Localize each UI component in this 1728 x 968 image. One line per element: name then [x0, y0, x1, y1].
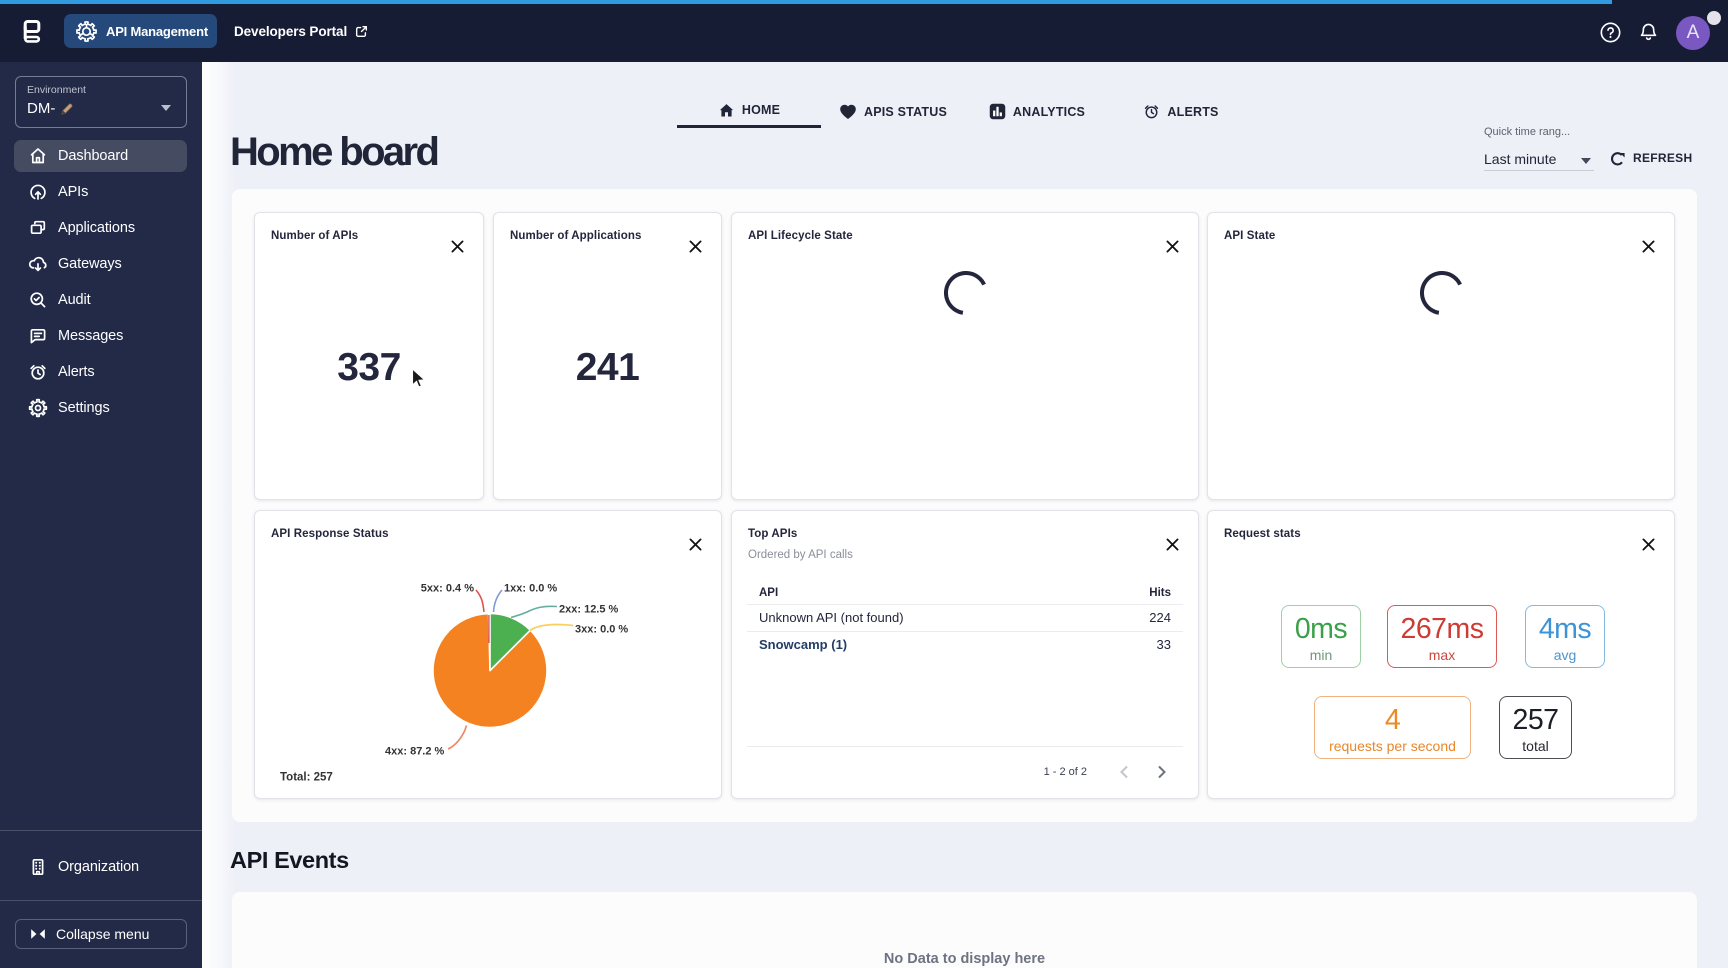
svg-text:1xx: 0.0 %: 1xx: 0.0 % — [504, 583, 557, 595]
svg-text:5xx: 0.4 %: 5xx: 0.4 % — [421, 583, 474, 595]
svg-text:2xx: 12.5 %: 2xx: 12.5 % — [559, 604, 619, 616]
svg-text:4xx: 87.2 %: 4xx: 87.2 % — [385, 746, 445, 758]
svg-text:Total: 257: Total: 257 — [280, 772, 333, 784]
svg-text:3xx: 0.0 %: 3xx: 0.0 % — [575, 624, 628, 636]
